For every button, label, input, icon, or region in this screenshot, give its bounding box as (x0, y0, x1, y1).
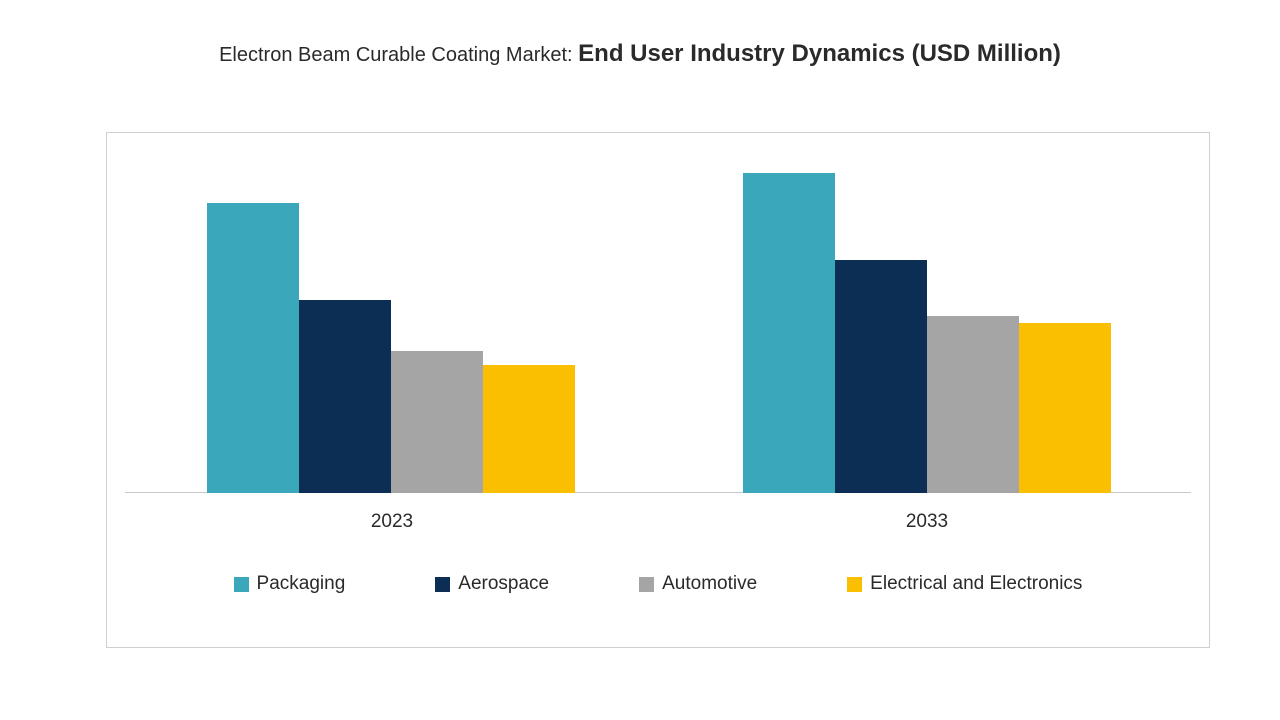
bar-2023-electrical (483, 365, 575, 493)
title-thin-part: Electron Beam Curable Coating Market: (219, 44, 578, 66)
legend-swatch-electrical (847, 577, 862, 592)
plot-area (125, 163, 1191, 493)
legend-swatch-packaging (234, 577, 249, 592)
legend-item-electrical: Electrical and Electronics (847, 573, 1082, 595)
bar-2033-packaging (743, 173, 835, 493)
legend-label-packaging: Packaging (257, 573, 346, 595)
bar-2033-electrical (1019, 323, 1111, 493)
legend-label-electrical: Electrical and Electronics (870, 573, 1082, 595)
bar-2033-aerospace (835, 260, 927, 493)
category-label-2023: 2023 (342, 511, 442, 533)
bar-2023-automotive (391, 351, 483, 493)
title-bold-part: End User Industry Dynamics (USD Million) (578, 40, 1061, 67)
chart-container: 2023 2033 Packaging Aerospace Automotive… (106, 132, 1210, 648)
legend-label-aerospace: Aerospace (458, 573, 549, 595)
legend-swatch-aerospace (435, 577, 450, 592)
legend-item-aerospace: Aerospace (435, 573, 549, 595)
bar-2023-packaging (207, 203, 299, 493)
bar-2023-aerospace (299, 300, 391, 493)
category-label-2033: 2033 (877, 511, 977, 533)
legend-label-automotive: Automotive (662, 573, 757, 595)
legend-item-automotive: Automotive (639, 573, 757, 595)
chart-title: Electron Beam Curable Coating Market: En… (0, 40, 1280, 68)
bar-2033-automotive (927, 316, 1019, 493)
legend-swatch-automotive (639, 577, 654, 592)
chart-legend: Packaging Aerospace Automotive Electrica… (107, 573, 1209, 595)
legend-item-packaging: Packaging (234, 573, 346, 595)
